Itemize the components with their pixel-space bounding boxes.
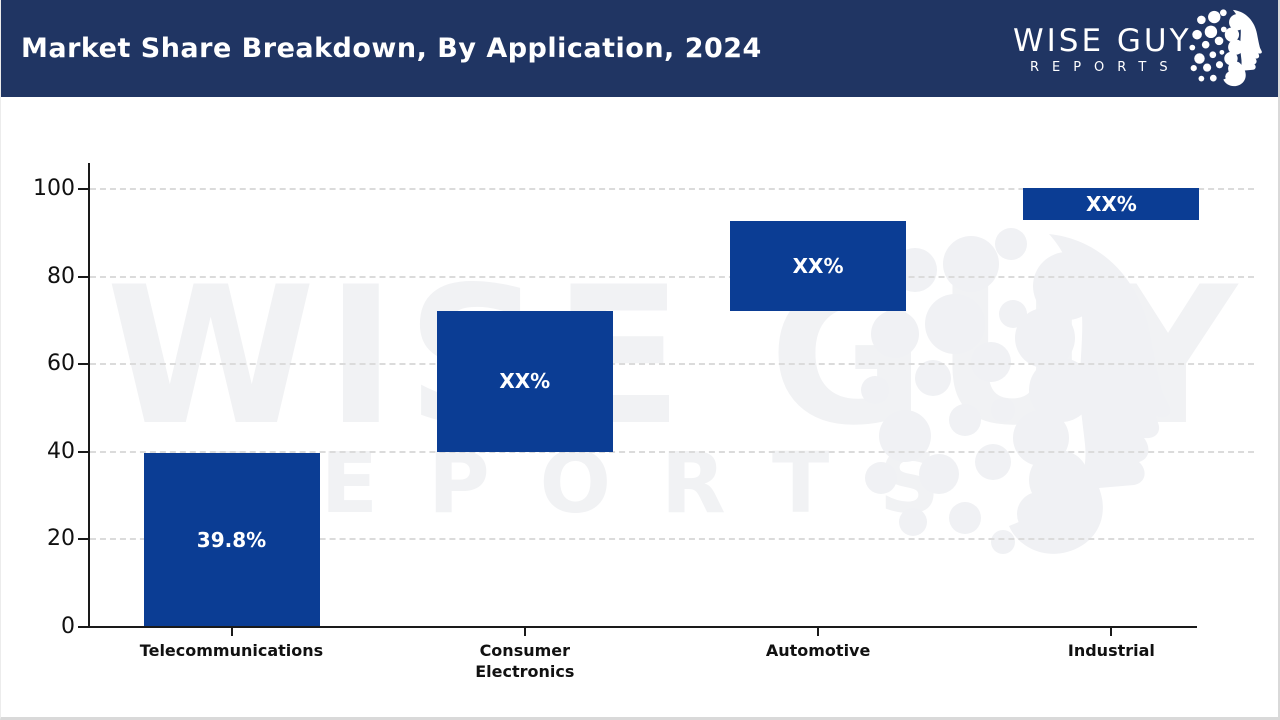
y-tick-label-40: 40 <box>47 438 75 464</box>
logo-brand-name: WISE GUY <box>1013 22 1192 59</box>
x-tick-0 <box>230 627 233 636</box>
header-bar: Market Share Breakdown, By Application, … <box>1 0 1278 97</box>
bar-value-label-industrial: XX% <box>1085 191 1137 216</box>
bar-value-label-automotive: XX% <box>792 253 844 278</box>
y-tick-label-80: 80 <box>47 263 75 289</box>
y-tick-0 <box>78 626 89 628</box>
gridline-60 <box>90 363 1254 366</box>
wiseguy-face-icon <box>1189 9 1262 87</box>
y-tick-80 <box>78 275 89 278</box>
gridline-100 <box>90 188 1254 190</box>
logo-reports-label: REPORTS <box>1029 59 1181 75</box>
bar-value-label-consumer-electronics: XX% <box>499 369 551 394</box>
x-tick-label-3: Industrial <box>1067 641 1155 660</box>
wiseguy-logo: WISE GUY REPORTS <box>1013 6 1273 92</box>
bar-telecommunications: 39.8% <box>143 452 320 627</box>
gridline-20 <box>90 538 1254 541</box>
y-tick-40 <box>78 450 89 453</box>
x-tick-1 <box>523 627 526 636</box>
y-tick-label-20: 20 <box>47 526 75 552</box>
y-tick-label-0: 0 <box>61 614 75 639</box>
x-tick-label-0: Telecommunications <box>139 641 324 660</box>
logo-text: WISE GUY REPORTS <box>1013 24 1192 75</box>
page-title: Market Share Breakdown, By Application, … <box>21 33 762 64</box>
x-tick-2 <box>817 627 820 636</box>
y-axis-line <box>88 163 90 628</box>
x-axis-line <box>88 626 1197 628</box>
watermark-reports-text: REPORTS <box>206 434 990 532</box>
y-tick-label-100: 100 <box>33 176 75 201</box>
x-tick-label-1: Consumer Electronics <box>475 641 575 681</box>
y-tick-100 <box>78 188 89 190</box>
bar-value-label-telecommunications: 39.8% <box>196 527 267 552</box>
y-tick-20 <box>78 538 89 541</box>
gridline-40 <box>90 450 1254 453</box>
x-tick-label-2: Automotive <box>765 641 871 660</box>
bar-industrial: XX% <box>1023 187 1200 220</box>
y-tick-60 <box>78 363 89 366</box>
gridline-80 <box>90 275 1254 278</box>
bar-consumer-electronics: XX% <box>436 310 613 452</box>
y-tick-label-60: 60 <box>47 351 75 377</box>
bar-automotive: XX% <box>730 220 907 311</box>
x-tick-3 <box>1110 627 1113 636</box>
